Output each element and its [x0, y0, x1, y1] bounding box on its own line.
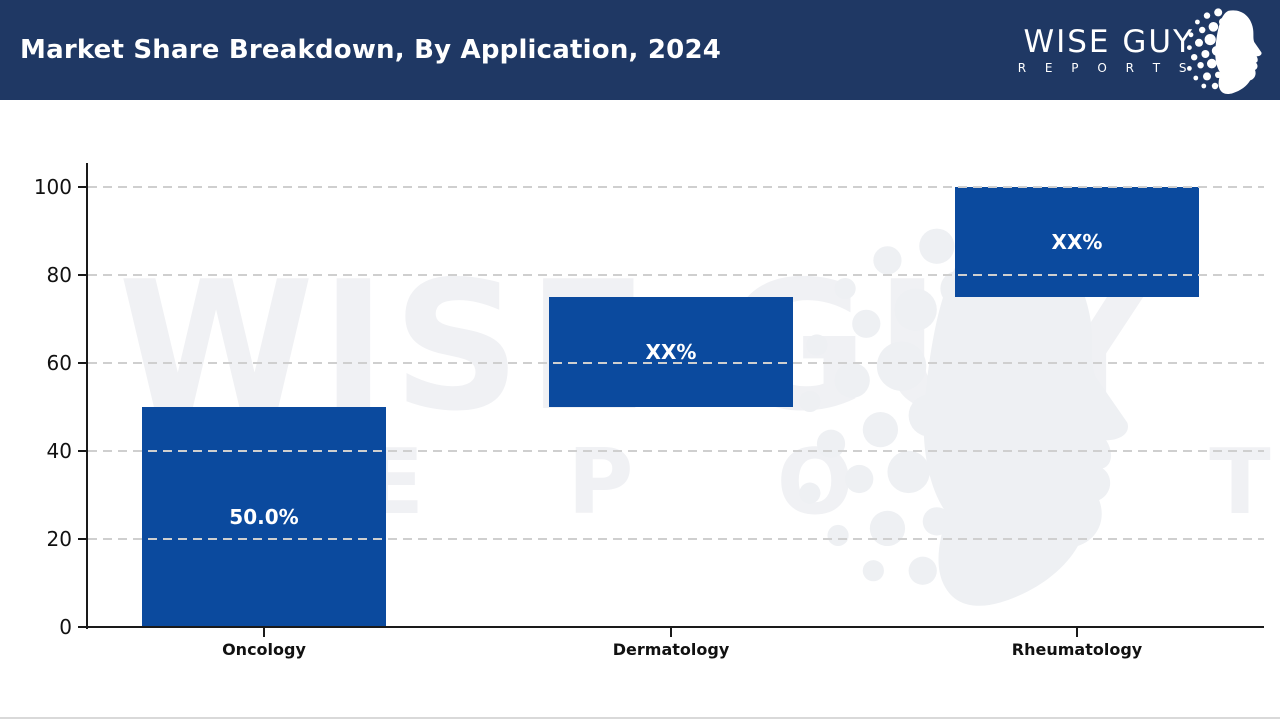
- bar-oncology: [142, 407, 386, 627]
- y-tick-60: [78, 362, 88, 364]
- y-tick-80: [78, 274, 88, 276]
- brand-logo: WISE GUY R E P O R T S: [1018, 6, 1266, 94]
- y-tick-20: [78, 538, 88, 540]
- gridline-40: [88, 450, 1264, 452]
- brand-logo-text: WISE GUY R E P O R T S: [1017, 23, 1194, 75]
- brand-name: WISE GUY: [1023, 23, 1194, 60]
- y-tick-label-100: 100: [33, 175, 72, 199]
- x-tick-label-oncology: Oncology: [222, 640, 306, 659]
- page-title: Market Share Breakdown, By Application, …: [20, 35, 722, 65]
- brand-subtitle: R E P O R T S: [1017, 60, 1194, 75]
- y-tick-label-60: 60: [46, 351, 72, 375]
- bar-value-label: XX%: [1051, 230, 1103, 254]
- y-tick-40: [78, 450, 88, 452]
- bar-value-label: 50.0%: [229, 505, 299, 529]
- y-tick-label-80: 80: [46, 263, 72, 287]
- x-tick-label-rheumatology: Rheumatology: [1011, 640, 1143, 659]
- bottom-divider: [0, 717, 1280, 719]
- bar-dermatology: [549, 297, 793, 407]
- y-tick-100: [78, 186, 88, 188]
- bar-value-label: XX%: [645, 340, 697, 364]
- x-tick-oncology: [263, 628, 265, 637]
- gridline-100: [88, 186, 1264, 188]
- x-tick-dermatology: [670, 628, 672, 637]
- x-axis-spine: [86, 626, 1264, 628]
- gridline-80: [88, 274, 1264, 276]
- y-axis-spine: [86, 163, 88, 629]
- y-tick-label-40: 40: [46, 439, 72, 463]
- x-tick-rheumatology: [1076, 628, 1078, 637]
- header: Market Share Breakdown, By Application, …: [0, 0, 1280, 100]
- y-tick-label-0: 0: [59, 615, 72, 639]
- y-tick-0: [78, 626, 88, 628]
- gridline-60: [88, 362, 1264, 364]
- y-tick-label-20: 20: [46, 527, 72, 551]
- gridline-20: [88, 538, 1264, 540]
- x-tick-label-dermatology: Dermatology: [612, 640, 730, 659]
